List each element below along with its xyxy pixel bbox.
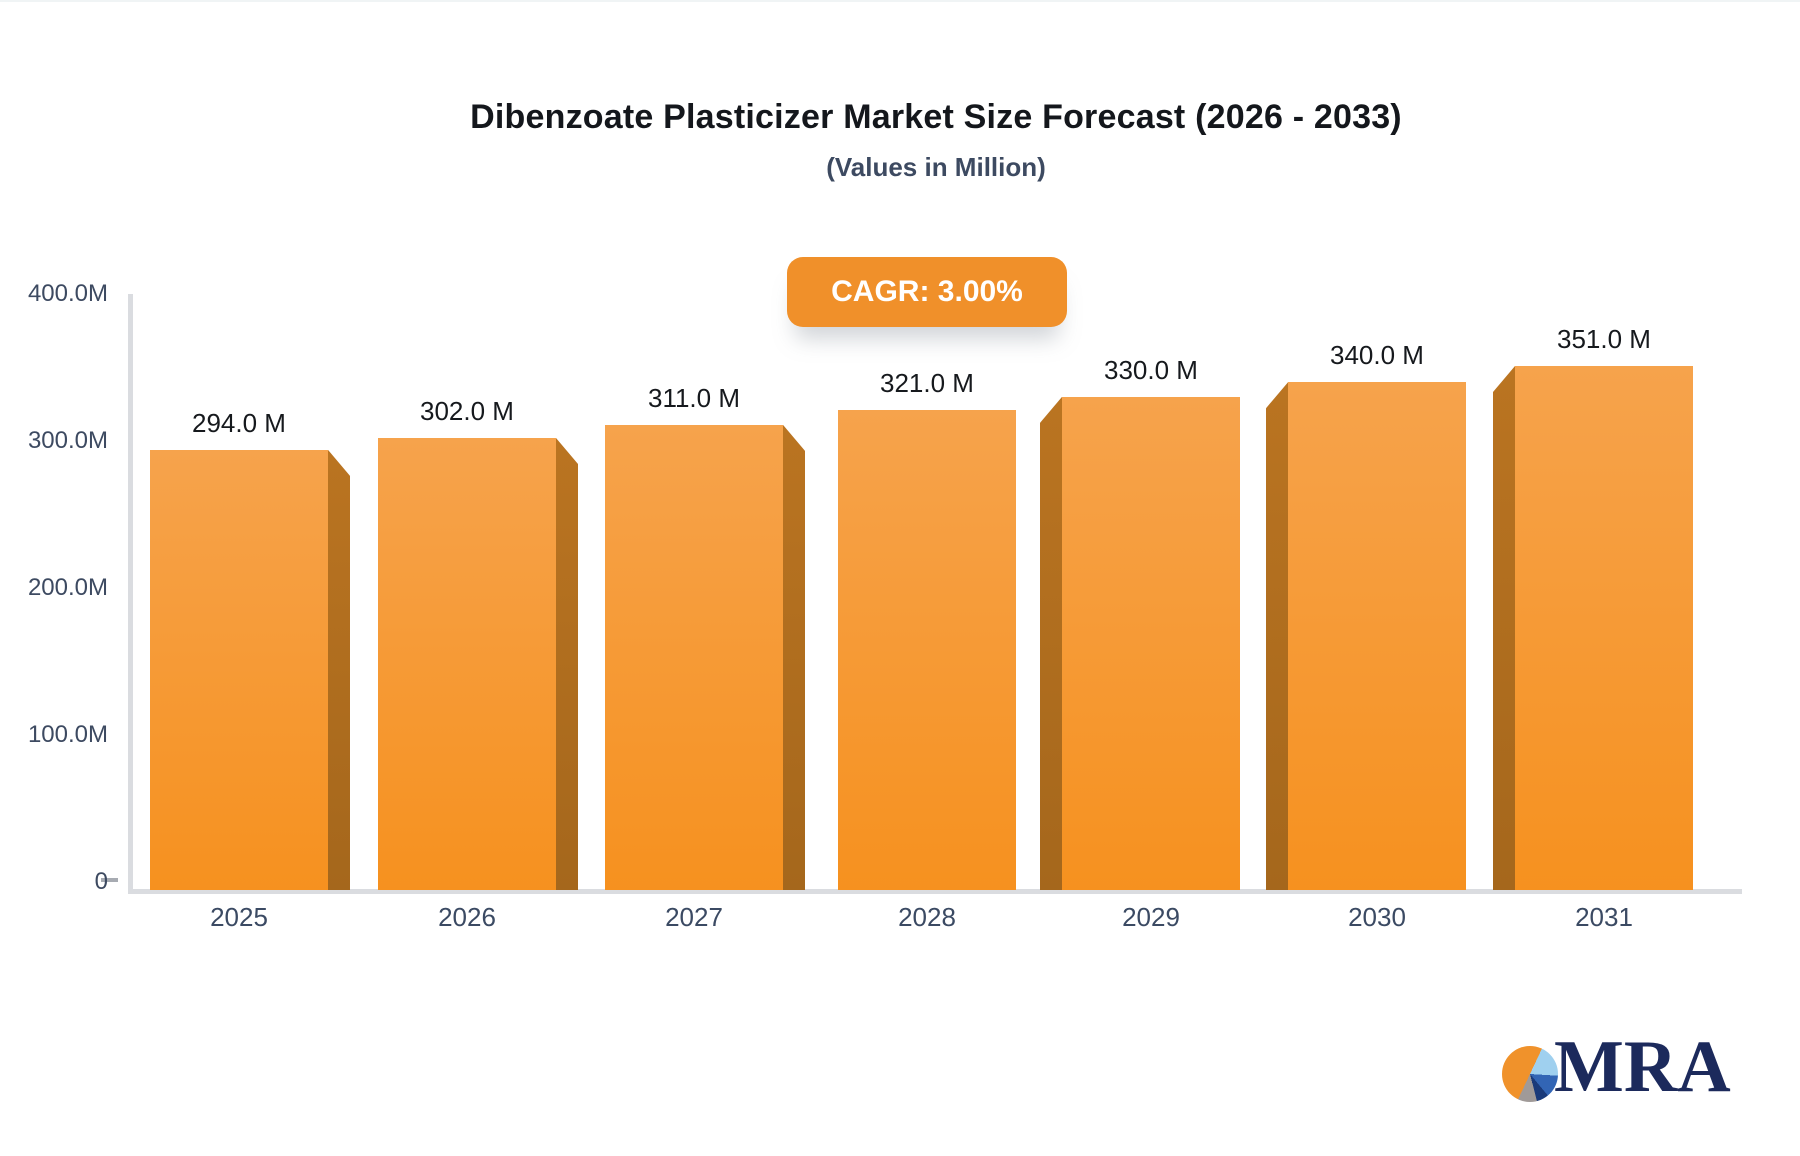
bar-value-label: 340.0 M bbox=[1330, 340, 1424, 371]
y-axis-tick-label: 200.0M bbox=[27, 574, 108, 601]
chart-subtitle: (Values in Million) bbox=[826, 152, 1046, 182]
bar-2031 bbox=[1515, 366, 1693, 890]
chart-title: Dibenzoate Plasticizer Market Size Forec… bbox=[470, 98, 1402, 136]
cagr-badge: CAGR: 3.00% bbox=[787, 257, 1067, 327]
y-axis-tick-label: 400.0M bbox=[27, 280, 108, 307]
bar-2028 bbox=[838, 410, 1016, 890]
bar-2029 bbox=[1062, 396, 1240, 890]
bar-value-label: 351.0 M bbox=[1557, 324, 1651, 355]
brand-logo: MRA bbox=[1502, 1030, 1731, 1104]
x-axis-tick-label: 2028 bbox=[898, 902, 956, 932]
bar-value-label: 302.0 M bbox=[420, 396, 514, 427]
x-axis-tick-label: 2026 bbox=[438, 902, 496, 932]
bar-value-label: 321.0 M bbox=[880, 368, 974, 399]
bar-2030-side-face bbox=[1266, 382, 1288, 890]
bar-2025 bbox=[150, 449, 328, 890]
pie-chart-icon bbox=[1502, 1046, 1558, 1102]
y-axis-tick-label: 100.0M bbox=[27, 721, 108, 748]
y-axis-tick-label: 0 bbox=[94, 868, 108, 895]
x-axis-line bbox=[128, 889, 1742, 894]
bar-2030 bbox=[1288, 382, 1466, 890]
bar-2026-side-face bbox=[556, 438, 578, 890]
bar-2027 bbox=[605, 424, 783, 890]
brand-logo-text: MRA bbox=[1554, 1026, 1731, 1108]
y-axis-zero-tick bbox=[101, 878, 118, 882]
cagr-badge-label: CAGR: 3.00% bbox=[831, 275, 1023, 308]
x-axis-tick-label: 2030 bbox=[1348, 902, 1406, 932]
x-axis-tick-label: 2031 bbox=[1575, 902, 1633, 932]
bar-2031-side-face bbox=[1493, 366, 1515, 890]
bar-2025-side-face bbox=[328, 449, 350, 890]
x-axis-tick-label: 2029 bbox=[1122, 902, 1180, 932]
bar-2027-side-face bbox=[783, 424, 805, 890]
bar-2026 bbox=[378, 438, 556, 890]
bar-value-label: 330.0 M bbox=[1104, 354, 1198, 385]
bar-2029-side-face bbox=[1040, 396, 1062, 890]
bar-value-label: 294.0 M bbox=[192, 407, 286, 438]
bar-value-label: 311.0 M bbox=[647, 382, 740, 413]
x-axis-tick-label: 2027 bbox=[665, 902, 723, 932]
y-axis-line bbox=[128, 294, 133, 894]
x-axis-tick-label: 2025 bbox=[210, 902, 268, 932]
y-axis-tick-label: 300.0M bbox=[27, 427, 108, 454]
